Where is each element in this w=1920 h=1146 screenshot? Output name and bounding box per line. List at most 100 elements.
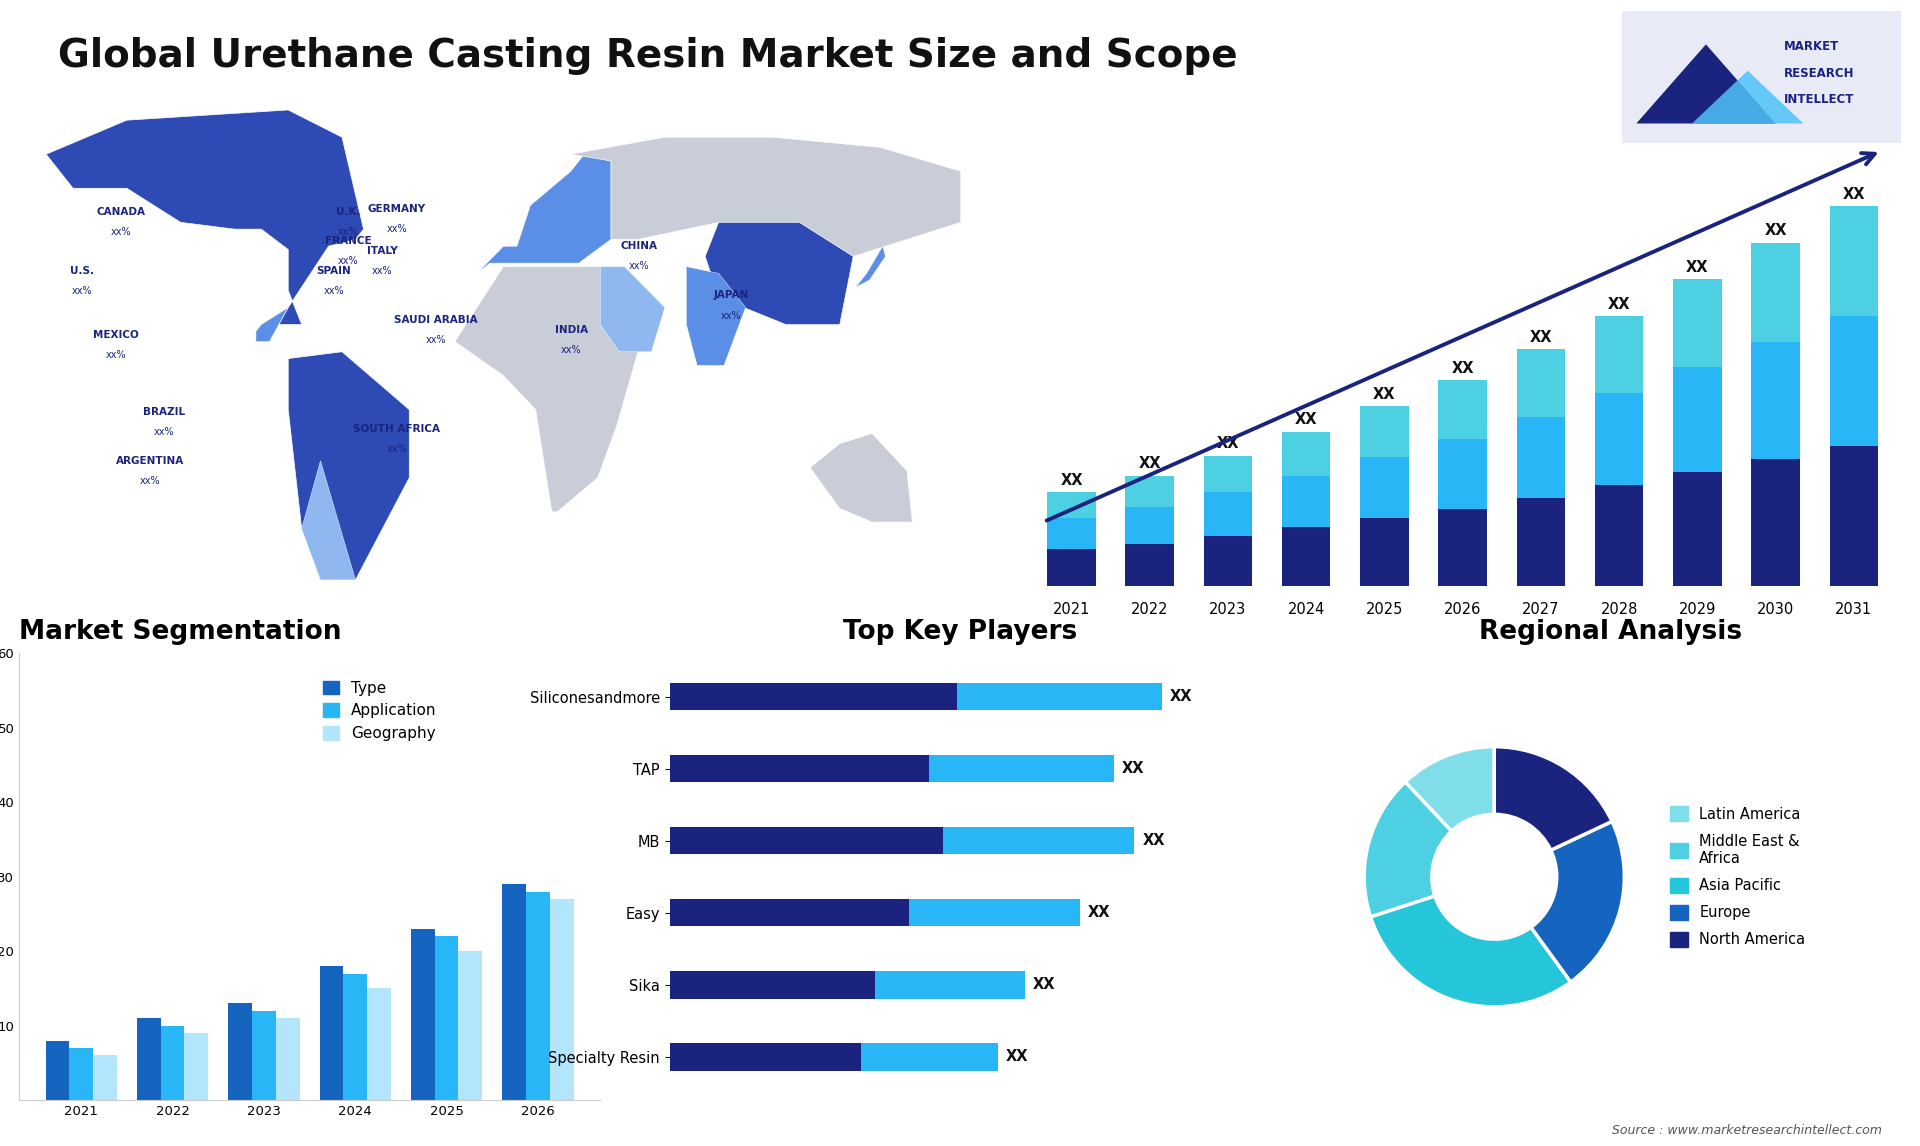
Text: XX: XX (1217, 437, 1238, 452)
Bar (1125, 476, 1173, 507)
Text: XX: XX (1452, 361, 1475, 376)
Text: MEXICO: MEXICO (94, 330, 138, 340)
Text: Global Urethane Casting Resin Market Size and Scope: Global Urethane Casting Resin Market Siz… (58, 37, 1236, 74)
Bar (1517, 417, 1565, 497)
Bar (670, 683, 956, 711)
Bar (136, 1019, 161, 1100)
Polygon shape (810, 433, 912, 523)
Text: XX: XX (1294, 413, 1317, 427)
Bar (69, 1049, 92, 1100)
Bar (1125, 507, 1173, 543)
Legend: Latin America, Middle East &
Africa, Asia Pacific, Europe, North America: Latin America, Middle East & Africa, Asi… (1665, 801, 1811, 953)
Bar (1283, 527, 1331, 586)
Text: XX: XX (1843, 187, 1864, 202)
Bar (670, 755, 929, 783)
Bar (1517, 350, 1565, 417)
Text: U.K.: U.K. (336, 206, 361, 217)
Text: xx%: xx% (720, 311, 741, 321)
Bar (1830, 316, 1878, 447)
Title: Regional Analysis: Regional Analysis (1478, 620, 1741, 645)
Polygon shape (601, 267, 664, 352)
Polygon shape (856, 246, 885, 286)
Text: BRAZIL: BRAZIL (144, 407, 186, 416)
Text: ARGENTINA: ARGENTINA (115, 456, 184, 466)
Text: CHINA: CHINA (620, 241, 657, 251)
Text: SAUDI ARABIA: SAUDI ARABIA (394, 315, 478, 325)
Polygon shape (570, 138, 960, 257)
Bar (1359, 457, 1409, 518)
Bar (1125, 543, 1173, 586)
Legend: Type, Application, Geography: Type, Application, Geography (317, 675, 442, 747)
Text: XX: XX (1764, 223, 1788, 238)
Bar (1517, 497, 1565, 586)
Text: Market Segmentation: Market Segmentation (19, 620, 342, 645)
Bar (670, 1043, 860, 1070)
Text: XX: XX (1142, 833, 1165, 848)
Bar (1596, 393, 1644, 485)
Text: xx%: xx% (338, 257, 359, 266)
Bar (1204, 536, 1252, 586)
Text: ITALY: ITALY (367, 246, 397, 256)
Text: XX: XX (1139, 456, 1162, 471)
Text: XX: XX (1089, 905, 1110, 920)
Bar (670, 900, 908, 926)
Text: U.S.: U.S. (71, 266, 94, 276)
Bar (1672, 472, 1722, 586)
Text: XX: XX (1607, 297, 1630, 312)
Text: FRANCE: FRANCE (324, 236, 372, 246)
Text: xx%: xx% (140, 476, 159, 486)
Bar (956, 683, 1162, 711)
Polygon shape (1636, 45, 1776, 124)
Text: xx%: xx% (338, 227, 359, 237)
Bar (319, 966, 344, 1100)
Bar (1751, 243, 1799, 342)
Bar (434, 936, 459, 1100)
Text: RESEARCH: RESEARCH (1784, 66, 1855, 80)
Text: Source : www.marketresearchintellect.com: Source : www.marketresearchintellect.com (1611, 1124, 1882, 1137)
Text: xx%: xx% (324, 286, 344, 296)
Text: xx%: xx% (372, 266, 394, 276)
Bar (276, 1019, 300, 1100)
Bar (1596, 485, 1644, 586)
Bar (549, 900, 574, 1100)
Polygon shape (1692, 71, 1803, 124)
Bar (92, 1055, 117, 1100)
Polygon shape (46, 110, 363, 342)
Bar (161, 1026, 184, 1100)
Bar (1751, 460, 1799, 586)
Bar (929, 755, 1114, 783)
Bar (411, 929, 434, 1100)
Text: xx%: xx% (111, 227, 131, 237)
Text: SOUTH AFRICA: SOUTH AFRICA (353, 424, 440, 434)
Bar (943, 827, 1135, 855)
Bar (1830, 447, 1878, 586)
Text: XX: XX (1373, 386, 1396, 401)
Bar (1672, 368, 1722, 472)
Bar (184, 1034, 207, 1100)
Bar (1830, 206, 1878, 316)
Bar (670, 827, 943, 855)
Bar (252, 1011, 276, 1100)
Text: INDIA: INDIA (555, 325, 588, 335)
Text: GERMANY: GERMANY (369, 204, 426, 214)
Text: XX: XX (1169, 689, 1192, 704)
Text: XX: XX (1006, 1050, 1029, 1065)
Text: xx%: xx% (154, 426, 175, 437)
Bar (344, 974, 367, 1100)
Text: CANADA: CANADA (96, 206, 146, 217)
Text: xx%: xx% (426, 336, 445, 345)
Text: SPAIN: SPAIN (317, 266, 351, 276)
Bar (908, 900, 1079, 926)
Bar (46, 1041, 69, 1100)
Bar (860, 1043, 998, 1070)
Text: MARKET: MARKET (1784, 40, 1839, 54)
Bar (1283, 432, 1331, 476)
Text: xx%: xx% (628, 261, 649, 272)
Polygon shape (476, 155, 611, 274)
Bar (1046, 518, 1096, 549)
Bar (1438, 439, 1486, 509)
Bar (1359, 518, 1409, 586)
Bar (1283, 476, 1331, 527)
Text: XX: XX (1121, 761, 1144, 776)
Bar (367, 989, 392, 1100)
